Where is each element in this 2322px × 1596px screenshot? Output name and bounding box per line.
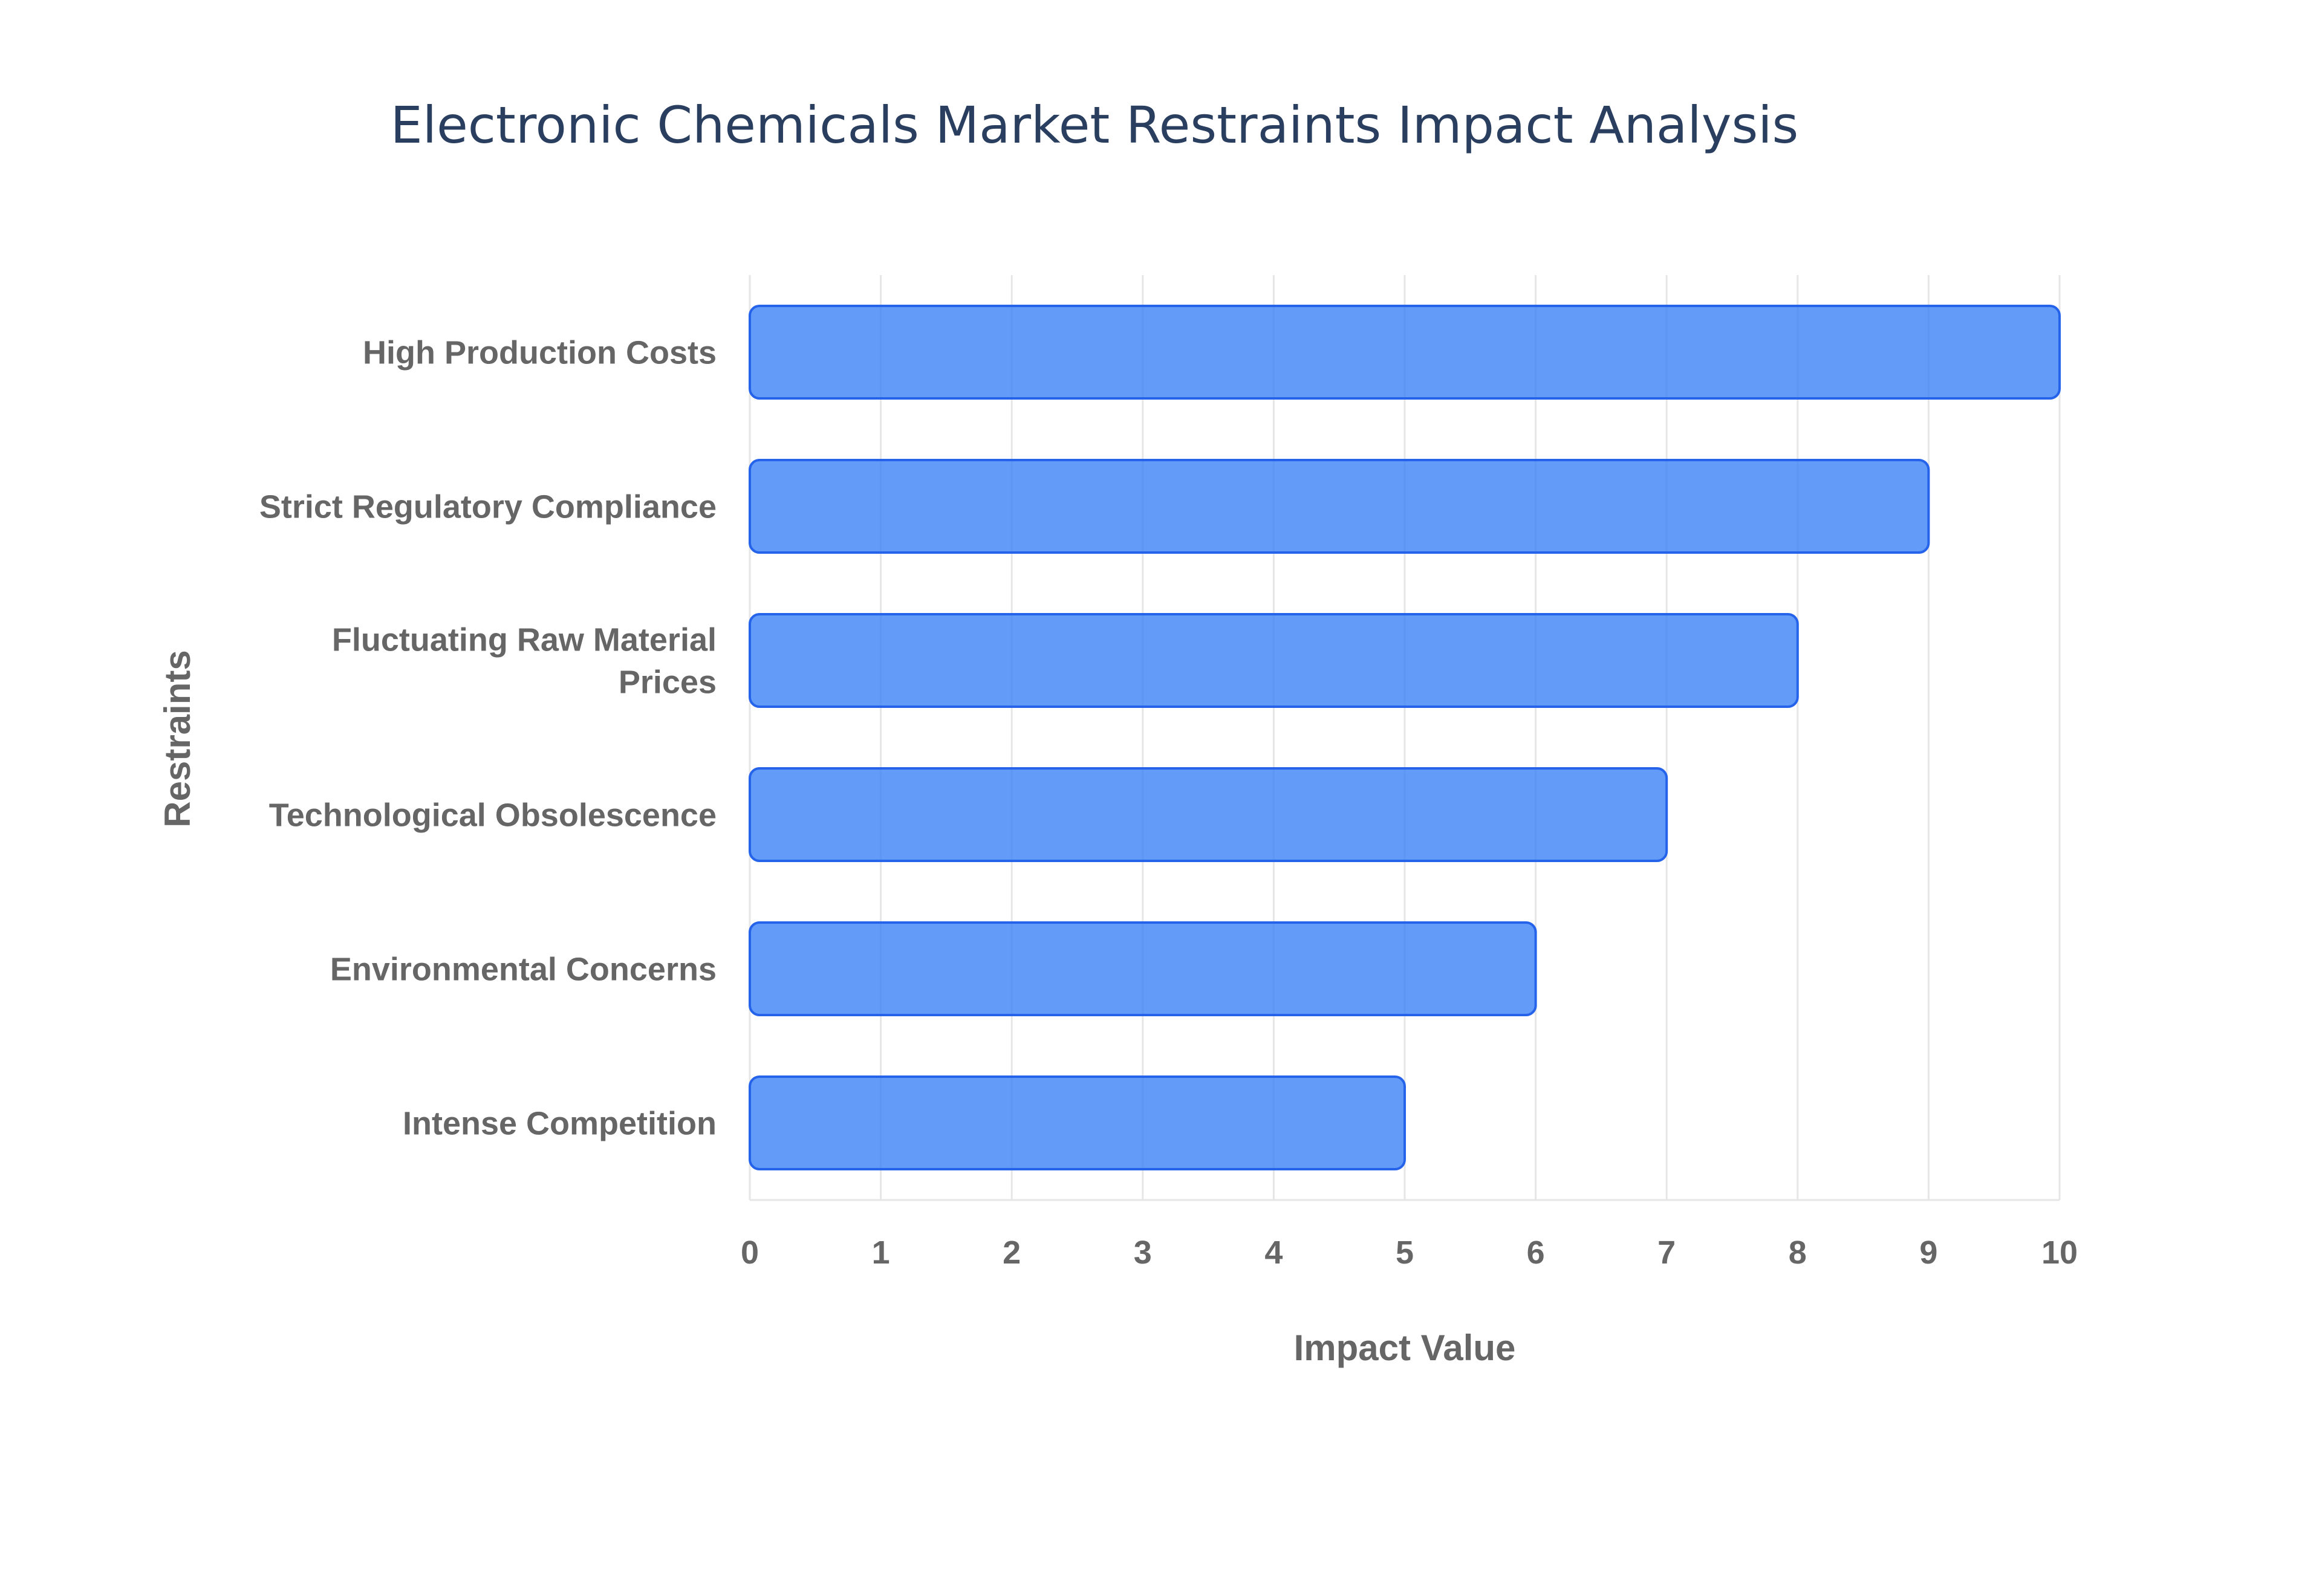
- x-tick-label: 9: [1919, 1234, 1937, 1271]
- category-label: Strict Regulatory Compliance: [259, 489, 717, 525]
- x-tick-label: 0: [741, 1234, 759, 1271]
- bar: [749, 767, 1668, 862]
- y-axis-title: Restraints: [157, 650, 198, 827]
- category-label: Technological Obsolescence: [269, 797, 717, 834]
- category-label: Fluctuating Raw Material Prices: [332, 622, 717, 701]
- x-tick-label: 4: [1264, 1234, 1283, 1271]
- x-tick-labels: 0 1 2 3 4 5 6 7 8 9 10: [741, 1234, 2078, 1271]
- category-label: Environmental Concerns: [330, 952, 717, 988]
- x-tick-label: 10: [2041, 1234, 2078, 1271]
- bar: [749, 305, 2061, 400]
- category-labels: High Production Costs Strict Regulatory C…: [259, 335, 717, 1142]
- x-tick-label: 1: [872, 1234, 890, 1271]
- x-tick-label: 2: [1003, 1234, 1021, 1271]
- category-label: Intense Competition: [403, 1106, 717, 1142]
- gridlines: [749, 275, 2061, 1201]
- bar: [749, 613, 1799, 708]
- x-tick-label: 5: [1396, 1234, 1414, 1271]
- x-tick-label: 8: [1789, 1234, 1807, 1271]
- x-tick-label: 3: [1134, 1234, 1152, 1271]
- bar: [749, 1075, 1406, 1170]
- bar: [749, 921, 1537, 1016]
- chart-title: Electronic Chemicals Market Restraints I…: [391, 96, 1799, 155]
- category-label: High Production Costs: [363, 335, 717, 371]
- x-tick-label: 7: [1657, 1234, 1676, 1271]
- x-tick-label: 6: [1527, 1234, 1545, 1271]
- bars: [749, 305, 2061, 1170]
- bar: [749, 459, 1930, 554]
- x-axis-title: Impact Value: [1294, 1328, 1516, 1368]
